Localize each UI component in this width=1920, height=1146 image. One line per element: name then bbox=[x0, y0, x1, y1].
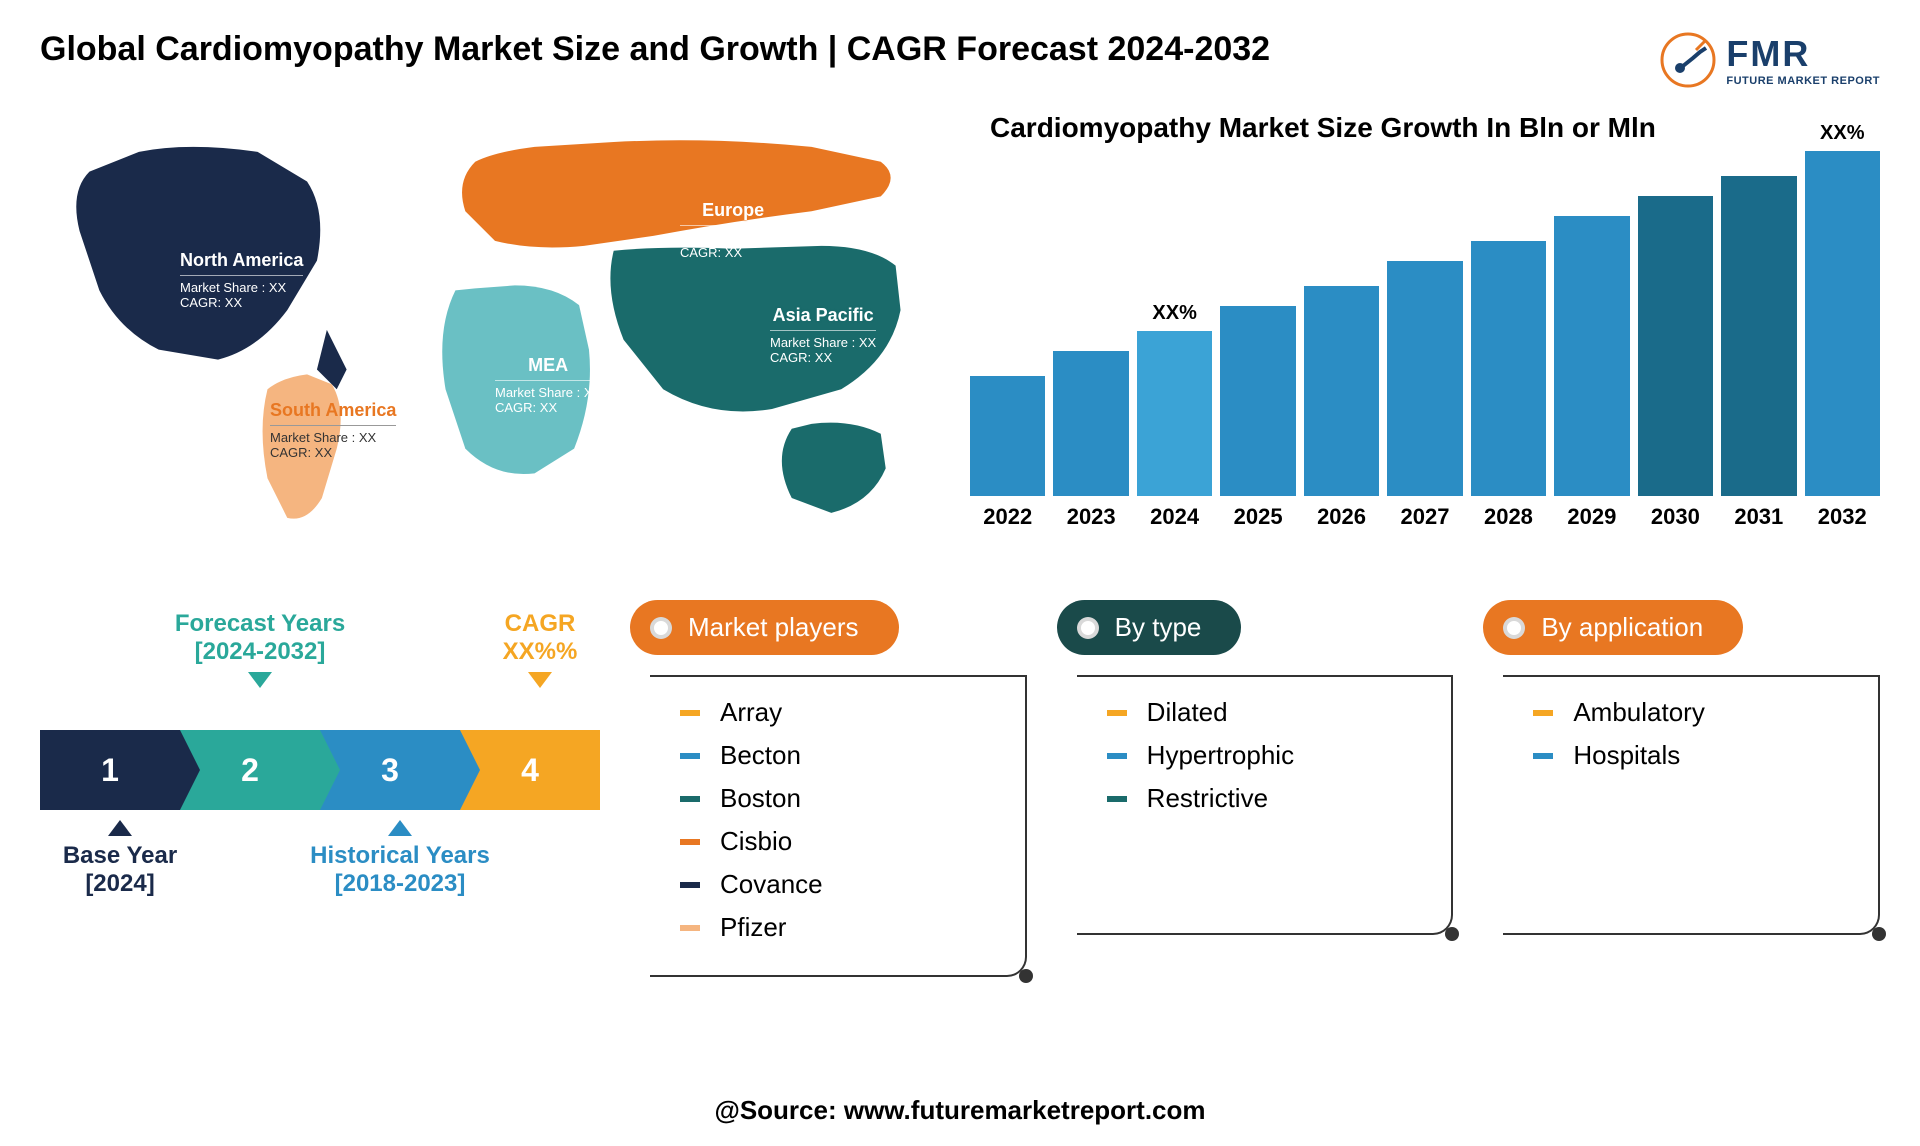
list-item: Dilated bbox=[1107, 697, 1432, 728]
bullet-icon bbox=[1533, 710, 1553, 716]
list-item: Cisbio bbox=[680, 826, 1005, 857]
timeline: Forecast Years[2024-2032]CAGRXX%%Base Ye… bbox=[40, 600, 600, 920]
region-north-america: North AmericaMarket Share : XXCAGR: XX bbox=[180, 250, 303, 310]
logo: FMR FUTURE MARKET REPORT bbox=[1658, 30, 1880, 90]
bullet-icon bbox=[1107, 796, 1127, 802]
telescope-icon bbox=[1658, 30, 1718, 90]
bullet-icon bbox=[680, 753, 700, 759]
growth-bar-chart: Cardiomyopathy Market Size Growth In Bln… bbox=[970, 110, 1880, 530]
list-item: Pfizer bbox=[680, 912, 1005, 943]
bullet-icon bbox=[680, 925, 700, 931]
bullet-icon bbox=[680, 796, 700, 802]
timeline-segment-2: 2 bbox=[180, 730, 320, 810]
bar-2023: 2023 bbox=[1053, 345, 1128, 530]
bullet-icon bbox=[680, 882, 700, 888]
timeline-label-historical: Historical Years[2018-2023] bbox=[310, 820, 490, 898]
list-item: Hypertrophic bbox=[1107, 740, 1432, 771]
bar-2029: 2029 bbox=[1554, 210, 1629, 530]
pill-dot-icon bbox=[1077, 617, 1099, 639]
pill-dot-icon bbox=[650, 617, 672, 639]
pill-header-by-application: By application bbox=[1483, 600, 1743, 655]
by-type-section: By type Dilated Hypertrophic Restrictive bbox=[1057, 600, 1454, 935]
logo-sub-text: FUTURE MARKET REPORT bbox=[1726, 75, 1880, 87]
bar-2027: 2027 bbox=[1387, 255, 1462, 530]
bullet-icon bbox=[1107, 753, 1127, 759]
bar-2024: XX%2024 bbox=[1137, 302, 1212, 530]
timeline-segment-4: 4 bbox=[460, 730, 600, 810]
region-south-america: South AmericaMarket Share : XXCAGR: XX bbox=[270, 400, 396, 460]
bar-2025: 2025 bbox=[1220, 300, 1295, 530]
list-item: Becton bbox=[680, 740, 1005, 771]
region-europe: EuropeMarket Share : XXCAGR: XX bbox=[680, 200, 786, 260]
timeline-label-base: Base Year[2024] bbox=[30, 820, 210, 898]
by-application-section: By application Ambulatory Hospitals bbox=[1483, 600, 1880, 935]
pill-header-by-type: By type bbox=[1057, 600, 1242, 655]
page-title: Global Cardiomyopathy Market Size and Gr… bbox=[40, 30, 1270, 69]
bullet-icon bbox=[1107, 710, 1127, 716]
list-item: Hospitals bbox=[1533, 740, 1858, 771]
bullet-icon bbox=[1533, 753, 1553, 759]
bar-2030: 2030 bbox=[1638, 190, 1713, 530]
bar-2032: XX%2032 bbox=[1805, 122, 1880, 530]
timeline-segment-1: 1 bbox=[40, 730, 180, 810]
source-attribution: @Source: www.futuremarketreport.com bbox=[714, 1095, 1205, 1126]
bullet-icon bbox=[680, 710, 700, 716]
list-item: Covance bbox=[680, 869, 1005, 900]
pill-dot-icon bbox=[1503, 617, 1525, 639]
logo-main-text: FMR bbox=[1726, 33, 1880, 75]
region-asia-pacific: Asia PacificMarket Share : XXCAGR: XX bbox=[770, 305, 876, 365]
pill-header-market-players: Market players bbox=[630, 600, 899, 655]
list-item: Boston bbox=[680, 783, 1005, 814]
pill-list-by-application: Ambulatory Hospitals bbox=[1503, 675, 1880, 935]
world-map: North AmericaMarket Share : XXCAGR: XX So… bbox=[40, 110, 950, 530]
bar-2022: 2022 bbox=[970, 370, 1045, 530]
timeline-segment-3: 3 bbox=[320, 730, 460, 810]
timeline-label-forecast: Forecast Years[2024-2032] bbox=[170, 610, 350, 688]
list-item: Array bbox=[680, 697, 1005, 728]
pill-list-by-type: Dilated Hypertrophic Restrictive bbox=[1077, 675, 1454, 935]
list-item: Restrictive bbox=[1107, 783, 1432, 814]
pill-list-market-players: Array Becton Boston Cisbio Covance Pfizer bbox=[650, 675, 1027, 977]
bullet-icon bbox=[680, 839, 700, 845]
region-mea: MEAMarket Share : XXCAGR: XX bbox=[495, 355, 601, 415]
timeline-label-cagr: CAGRXX%% bbox=[450, 610, 630, 688]
list-item: Ambulatory bbox=[1533, 697, 1858, 728]
market-players-section: Market players Array Becton Boston Cisbio Cov… bbox=[630, 600, 1027, 977]
bar-2031: 2031 bbox=[1721, 170, 1796, 530]
bar-2026: 2026 bbox=[1304, 280, 1379, 530]
bar-2028: 2028 bbox=[1471, 235, 1546, 530]
